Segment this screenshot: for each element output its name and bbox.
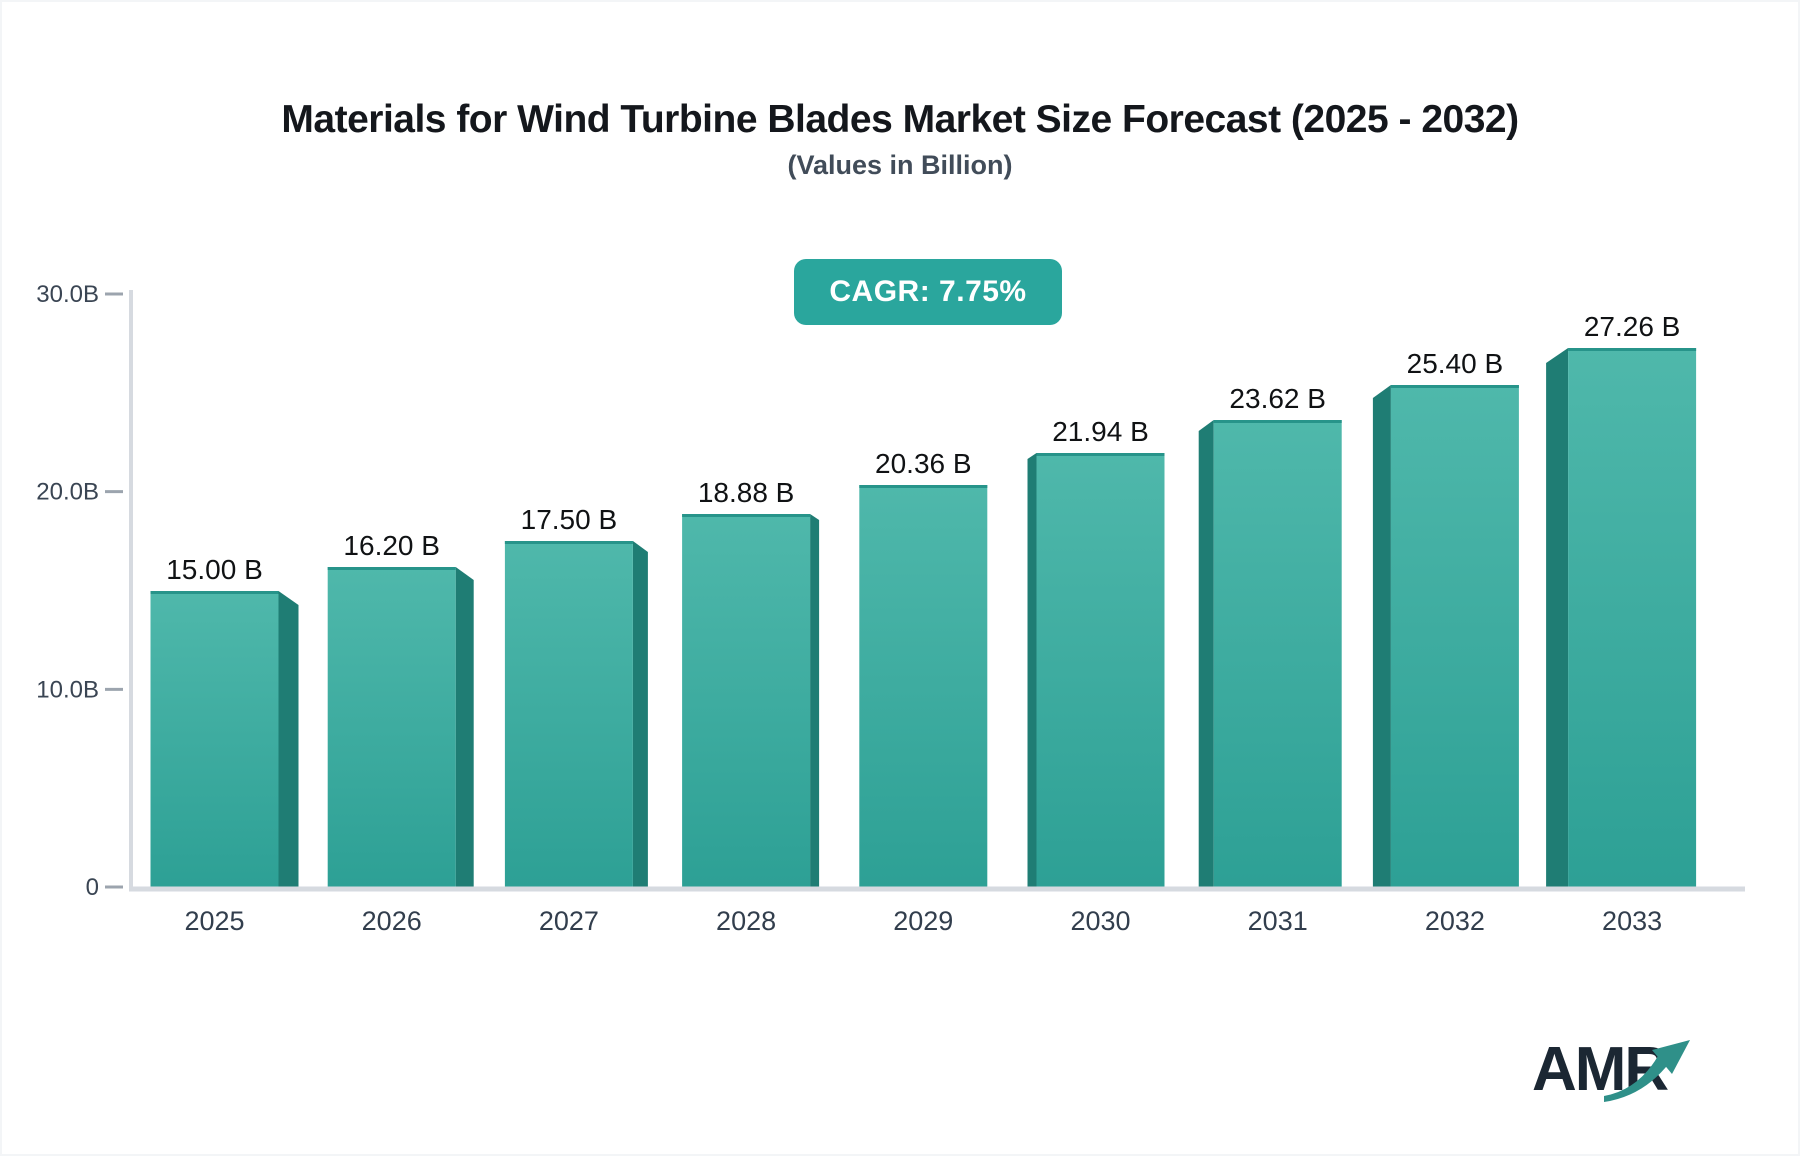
x-tick-label: 2029 xyxy=(893,906,953,936)
bar-value-label: 18.88 B xyxy=(698,477,795,508)
bar-2030[interactable] xyxy=(1036,453,1165,887)
bar-value-label: 20.36 B xyxy=(875,448,972,479)
chart-title: Materials for Wind Turbine Blades Market… xyxy=(281,98,1519,141)
bar-2025[interactable] xyxy=(150,591,279,887)
amr-logo-text: AMR xyxy=(1532,1035,1669,1104)
bar-2026[interactable] xyxy=(327,567,456,887)
bar-value-label: 21.94 B xyxy=(1052,416,1149,447)
growth-arrow-icon xyxy=(1604,1040,1690,1102)
bar-2029[interactable] xyxy=(859,485,988,887)
x-tick-label: 2025 xyxy=(184,906,244,936)
amr-logo: AMR xyxy=(1532,1034,1712,1114)
bar-side-face[interactable] xyxy=(278,591,299,887)
bar-2028[interactable] xyxy=(682,514,811,887)
bar-side-face[interactable] xyxy=(1198,420,1214,887)
y-tick-label: 30.0B xyxy=(36,281,99,308)
x-tick-label: 2033 xyxy=(1602,906,1662,936)
x-tick-label: 2026 xyxy=(362,906,422,936)
bar-side-face[interactable] xyxy=(455,567,474,887)
bar-value-label: 23.62 B xyxy=(1229,383,1326,414)
bar-2027[interactable] xyxy=(504,541,633,887)
bar-side-face[interactable] xyxy=(1372,385,1391,887)
cagr-badge: CAGR: 7.75% xyxy=(794,259,1062,325)
bar-2032[interactable] xyxy=(1390,385,1519,887)
x-tick-label: 2027 xyxy=(539,906,599,936)
bar-side-face[interactable] xyxy=(810,514,820,887)
bar-side-face[interactable] xyxy=(1027,453,1037,887)
bar-2031[interactable] xyxy=(1213,420,1342,887)
cagr-badge-label: CAGR: 7.75% xyxy=(829,275,1027,308)
bar-value-label: 17.50 B xyxy=(521,504,618,535)
bar-value-label: 27.26 B xyxy=(1584,311,1681,342)
bar-value-label: 15.00 B xyxy=(166,554,263,585)
x-tick-label: 2032 xyxy=(1425,906,1485,936)
bar-value-label: 25.40 B xyxy=(1407,348,1504,379)
y-tick-label: 20.0B xyxy=(36,479,99,506)
x-tick-label: 2030 xyxy=(1070,906,1130,936)
bar-side-face[interactable] xyxy=(632,541,648,887)
x-tick-label: 2031 xyxy=(1248,906,1308,936)
chart-subtitle: (Values in Billion) xyxy=(787,150,1013,180)
bar-2033[interactable] xyxy=(1568,348,1697,887)
bar-value-label: 16.20 B xyxy=(343,530,440,561)
y-tick-label: 0 xyxy=(86,874,99,901)
y-tick-label: 10.0B xyxy=(36,676,99,703)
x-tick-label: 2028 xyxy=(716,906,776,936)
bar-side-face[interactable] xyxy=(1546,348,1569,887)
